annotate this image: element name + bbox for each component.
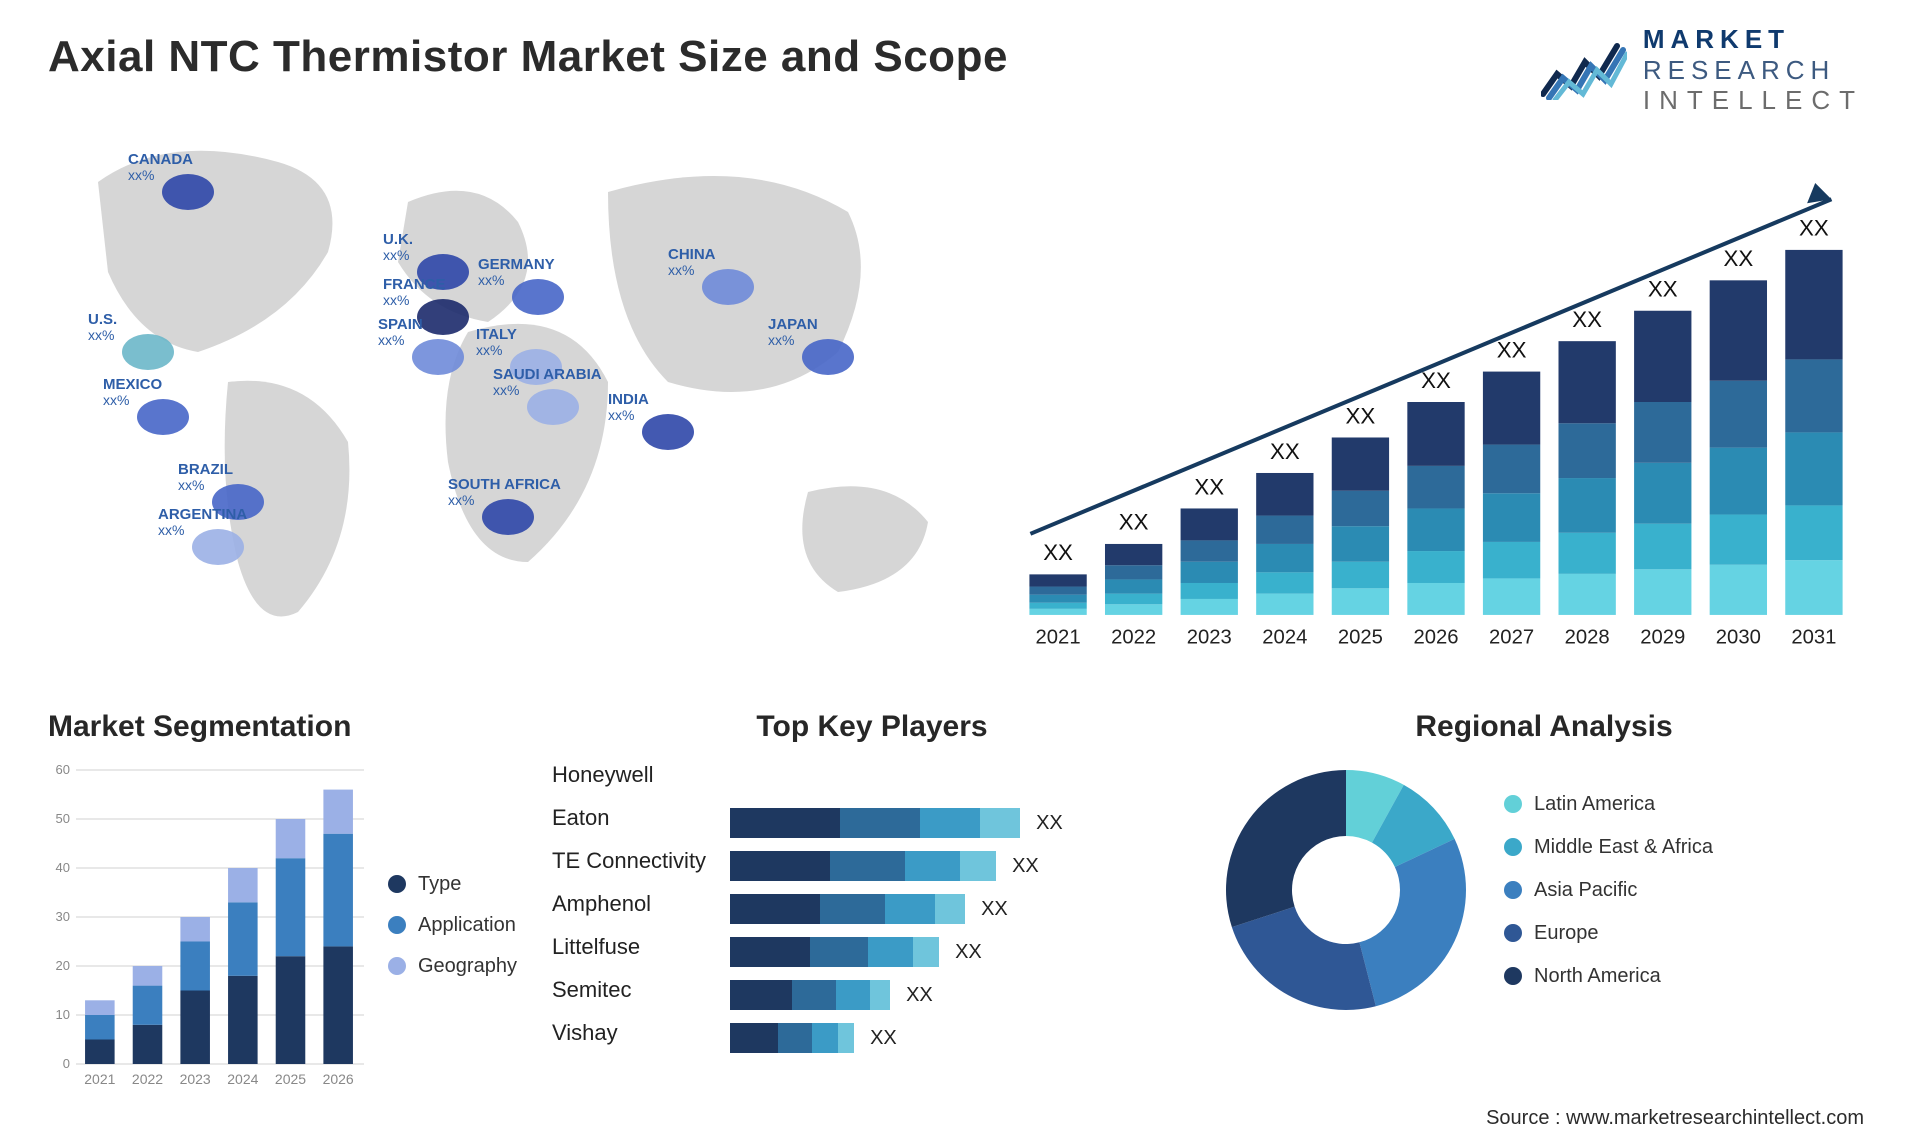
growth-chart-panel: XX 2021 XX 2022 XX 2023 XX 2024 XX 2025 XX 2026 XX 20… [1000, 122, 1872, 682]
logo-text-1: MARKET [1643, 24, 1864, 55]
country-label: INDIAxx% [608, 392, 649, 424]
svg-text:2025: 2025 [275, 1071, 306, 1087]
svg-text:XX: XX [1346, 403, 1376, 428]
svg-text:60: 60 [56, 762, 70, 777]
player-value: XX [1012, 855, 1039, 878]
player-name: Vishay [552, 1018, 706, 1048]
country-label: JAPANxx% [768, 317, 818, 349]
brand-logo: MARKET RESEARCH INTELLECT [1541, 24, 1864, 116]
regional-donut [1216, 760, 1476, 1020]
svg-text:2022: 2022 [132, 1071, 163, 1087]
key-players-title: Top Key Players [552, 710, 1192, 744]
svg-text:2023: 2023 [180, 1071, 211, 1087]
legend-item: Application [388, 914, 517, 937]
svg-text:2022: 2022 [1111, 626, 1156, 648]
player-name: Honeywell [552, 760, 706, 790]
legend-item: North America [1504, 965, 1713, 988]
player-value: XX [870, 1027, 897, 1050]
growth-chart: XX 2021 XX 2022 XX 2023 XX 2024 XX 2025 XX 2026 XX 20… [1000, 122, 1872, 682]
country-label: MEXICOxx% [103, 377, 162, 409]
key-players-panel: Top Key Players Honeywell Eaton TE Connect… [552, 710, 1192, 1110]
country-label: GERMANYxx% [478, 257, 555, 289]
legend-item: Latin America [1504, 793, 1713, 816]
svg-text:20: 20 [56, 958, 70, 973]
regional-panel: Regional Analysis Latin America Middle Ea… [1216, 710, 1872, 1110]
svg-text:2023: 2023 [1187, 626, 1232, 648]
logo-text-2: RESEARCH [1643, 55, 1864, 86]
svg-text:2026: 2026 [1413, 626, 1458, 648]
country-label: ITALYxx% [476, 327, 517, 359]
svg-text:XX: XX [1421, 368, 1451, 393]
segmentation-chart: 0 10 20 30 40 50 60 2021 2022 2023 2024 2025 2026 [48, 760, 368, 1090]
country-label: CANADAxx% [128, 152, 193, 184]
svg-text:2026: 2026 [323, 1071, 354, 1087]
player-bar-row: XX [730, 1023, 1192, 1053]
svg-text:2027: 2027 [1489, 626, 1534, 648]
player-bar-row: XX [730, 894, 1192, 924]
svg-text:2021: 2021 [84, 1071, 115, 1087]
svg-text:0: 0 [63, 1056, 70, 1071]
world-map-panel: CANADAxx% U.S.xx% MEXICOxx% BRAZILxx% ARGENT… [48, 122, 968, 682]
segmentation-panel: Market Segmentation 0 10 20 30 40 50 60 2021 202… [48, 710, 528, 1110]
svg-text:2024: 2024 [1262, 626, 1307, 648]
svg-text:XX: XX [1497, 337, 1527, 362]
svg-text:XX: XX [1270, 439, 1300, 464]
key-players-names: Honeywell Eaton TE Connectivity Amphenol Lit… [552, 760, 706, 1053]
svg-text:40: 40 [56, 860, 70, 875]
svg-text:2028: 2028 [1565, 626, 1610, 648]
player-value: XX [955, 941, 982, 964]
world-map [48, 122, 968, 682]
segmentation-title: Market Segmentation [48, 710, 528, 744]
player-value: XX [981, 898, 1008, 921]
svg-text:30: 30 [56, 909, 70, 924]
player-value: XX [1036, 812, 1063, 835]
country-label: CHINAxx% [668, 247, 716, 279]
svg-text:XX: XX [1648, 277, 1678, 302]
svg-text:XX: XX [1194, 474, 1224, 499]
player-bar-row: XX [730, 937, 1192, 967]
player-name: Littelfuse [552, 932, 706, 962]
player-name: Semitec [552, 975, 706, 1005]
legend-item: Type [388, 873, 517, 896]
segmentation-legend: Type Application Geography [388, 760, 517, 1090]
svg-text:XX: XX [1799, 216, 1829, 241]
logo-mark-icon [1541, 40, 1627, 100]
player-name: TE Connectivity [552, 846, 706, 876]
legend-item: Asia Pacific [1504, 879, 1713, 902]
svg-text:2025: 2025 [1338, 626, 1383, 648]
country-label: BRAZILxx% [178, 462, 233, 494]
regional-legend: Latin America Middle East & Africa Asia Pa… [1504, 793, 1713, 988]
country-label: SAUDI ARABIAxx% [493, 367, 602, 399]
regional-title: Regional Analysis [1216, 710, 1872, 744]
player-bar-row: XX [730, 808, 1192, 838]
source-text: Source : www.marketresearchintellect.com [1486, 1107, 1864, 1130]
svg-text:50: 50 [56, 811, 70, 826]
player-bar-row: XX [730, 980, 1192, 1010]
svg-text:2031: 2031 [1791, 626, 1836, 648]
player-bar-row: XX [730, 851, 1192, 881]
player-name: Amphenol [552, 889, 706, 919]
svg-text:2024: 2024 [227, 1071, 258, 1087]
svg-text:XX: XX [1119, 510, 1149, 535]
logo-text-3: INTELLECT [1643, 85, 1864, 116]
key-players-bars: XXXXXXXXXXXX [730, 760, 1192, 1053]
legend-item: Middle East & Africa [1504, 836, 1713, 859]
country-label: ARGENTINAxx% [158, 507, 247, 539]
svg-text:XX: XX [1043, 540, 1073, 565]
country-label: SPAINxx% [378, 317, 423, 349]
svg-text:2029: 2029 [1640, 626, 1685, 648]
legend-item: Europe [1504, 922, 1713, 945]
svg-text:2030: 2030 [1716, 626, 1761, 648]
legend-item: Geography [388, 955, 517, 978]
player-value: XX [906, 984, 933, 1007]
svg-text:XX: XX [1723, 246, 1753, 271]
country-label: U.S.xx% [88, 312, 117, 344]
svg-text:XX: XX [1572, 307, 1602, 332]
country-label: SOUTH AFRICAxx% [448, 477, 561, 509]
player-name: Eaton [552, 803, 706, 833]
country-label: FRANCExx% [383, 277, 446, 309]
svg-text:2021: 2021 [1036, 626, 1081, 648]
svg-text:10: 10 [56, 1007, 70, 1022]
country-label: U.K.xx% [383, 232, 413, 264]
